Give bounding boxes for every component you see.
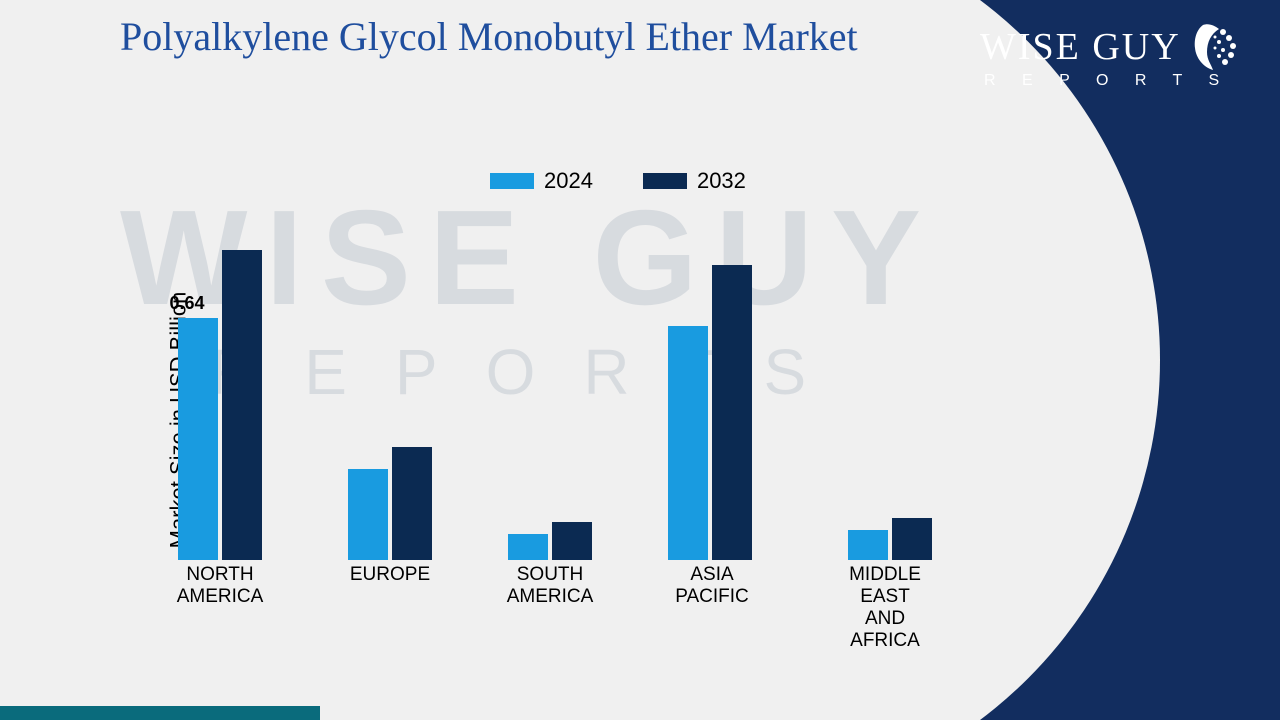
- legend: 2024 2032: [490, 168, 746, 194]
- head-dots-icon: [1189, 22, 1239, 72]
- bar-group-eu: [330, 447, 450, 560]
- bar-sa-2032: [552, 522, 592, 560]
- bar-na-2032: [222, 250, 262, 560]
- bar-ap-2032: [712, 265, 752, 560]
- bar-group-mea: [830, 518, 950, 560]
- x-label-na: NORTH AMERICA: [155, 564, 285, 608]
- brand-logo-text: WISE GUY: [980, 25, 1181, 69]
- stage: WISE GUY REPORTS Polyalkylene Glycol Mon…: [0, 0, 1280, 720]
- bar-mea-2032: [892, 518, 932, 560]
- bar-group-sa: [490, 522, 610, 560]
- bar-mea-2024: [848, 530, 888, 560]
- bar-eu-2032: [392, 447, 432, 560]
- legend-label-2024: 2024: [544, 168, 593, 194]
- bar-sa-2024: [508, 534, 548, 560]
- bottom-accent-bar: [0, 706, 320, 720]
- brand-logo: WISE GUY R E P O R T S: [980, 22, 1260, 90]
- x-label-eu: EUROPE: [325, 564, 455, 586]
- x-label-ap: ASIA PACIFIC: [647, 564, 777, 608]
- bar-na-2024: [178, 318, 218, 560]
- bar-group-ap: [650, 265, 770, 560]
- x-label-sa: SOUTH AMERICA: [485, 564, 615, 608]
- bar-group-na: [160, 250, 280, 560]
- legend-item-2024: 2024: [490, 168, 593, 194]
- brand-logo-line1: WISE GUY: [980, 22, 1260, 72]
- legend-swatch-2024: [490, 173, 534, 189]
- chart: Market Size in USD Billion 2024 2032 0.6…: [70, 160, 950, 680]
- legend-label-2032: 2032: [697, 168, 746, 194]
- x-label-mea: MIDDLE EAST AND AFRICA: [820, 564, 950, 651]
- legend-swatch-2032: [643, 173, 687, 189]
- chart-title: Polyalkylene Glycol Monobutyl Ether Mark…: [120, 15, 880, 60]
- legend-item-2032: 2032: [643, 168, 746, 194]
- bar-eu-2024: [348, 469, 388, 560]
- brand-logo-line2: R E P O R T S: [984, 72, 1260, 90]
- plot-area: 0.64: [130, 220, 950, 560]
- x-axis-labels: NORTH AMERICA EUROPE SOUTH AMERICA ASIA PAC…: [130, 564, 950, 684]
- bar-ap-2024: [668, 326, 708, 560]
